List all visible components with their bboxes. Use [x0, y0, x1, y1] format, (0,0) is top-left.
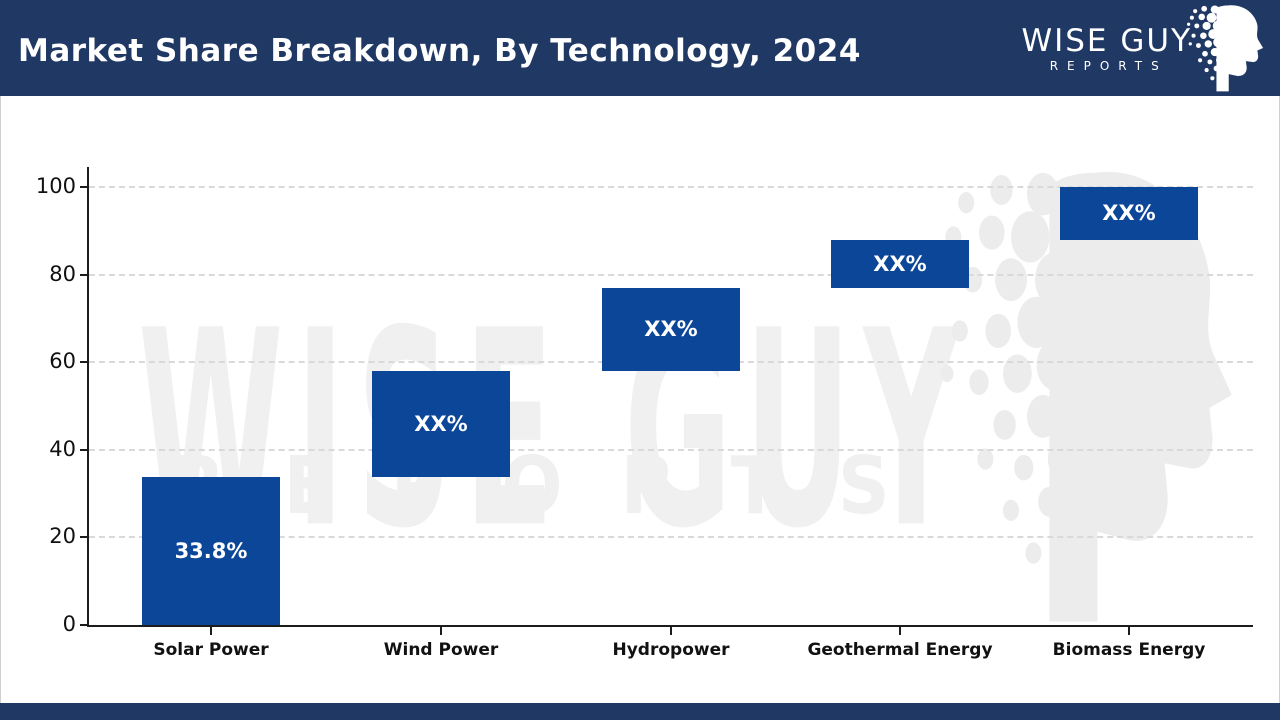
bar-wind-power: XX%	[372, 370, 510, 477]
bar-solar-power: 33.8%	[142, 476, 280, 625]
y-tick-mark	[80, 624, 89, 626]
logo-subtitle: REPORTS	[1049, 58, 1168, 73]
wise-guy-logo: WISE GUY REPORTS	[1021, 3, 1266, 93]
x-category-label: Geothermal Energy	[807, 640, 993, 660]
gridline	[89, 536, 1253, 539]
x-tick-mark	[670, 627, 672, 635]
bar-value-label: XX%	[1102, 201, 1156, 226]
x-category-label: Solar Power	[153, 640, 269, 660]
gridline	[89, 448, 1253, 451]
x-category-label: Hydropower	[612, 640, 730, 660]
y-tick-label: 0	[62, 612, 76, 636]
gridline	[89, 186, 1253, 188]
y-tick-mark	[80, 536, 89, 539]
header-bar: Market Share Breakdown, By Technology, 2…	[0, 0, 1280, 96]
logo-text: WISE GUY REPORTS	[1021, 25, 1192, 73]
x-tick-mark	[1128, 627, 1130, 635]
footer-bar	[0, 703, 1280, 720]
x-axis-line	[87, 625, 1253, 627]
y-tick-label: 20	[49, 524, 76, 549]
bar-value-label: XX%	[414, 411, 468, 436]
bar-value-label: XX%	[644, 317, 698, 342]
y-axis-line	[87, 167, 89, 627]
y-tick-mark	[80, 361, 89, 364]
chart-title: Market Share Breakdown, By Technology, 2…	[18, 33, 861, 69]
bar-biomass-energy: XX%	[1060, 187, 1198, 240]
x-category-label: Wind Power	[383, 640, 499, 660]
y-tick-mark	[80, 186, 89, 188]
x-category-label: Biomass Energy	[1052, 640, 1206, 660]
y-tick-mark	[80, 448, 89, 451]
watermark-head-icon	[934, 171, 1232, 622]
bar-value-label: XX%	[873, 251, 927, 276]
y-tick-label: 80	[49, 261, 76, 286]
bar-value-label: 33.8%	[174, 538, 248, 563]
y-tick-label: 60	[49, 349, 76, 374]
x-tick-mark	[440, 627, 442, 635]
bar-hydropower: XX%	[602, 287, 740, 371]
logo-head-icon	[1187, 5, 1264, 92]
bar-geothermal-energy: XX%	[831, 239, 969, 288]
gridline	[89, 273, 1253, 276]
logo-wordmark: WISE GUY	[1021, 23, 1192, 60]
y-tick-label: 100	[35, 174, 76, 198]
y-tick-mark	[80, 273, 89, 276]
x-tick-mark	[210, 627, 212, 635]
x-tick-mark	[899, 627, 901, 635]
watermark-subtitle: REPORTS	[170, 439, 948, 532]
y-tick-label: 40	[49, 436, 76, 461]
